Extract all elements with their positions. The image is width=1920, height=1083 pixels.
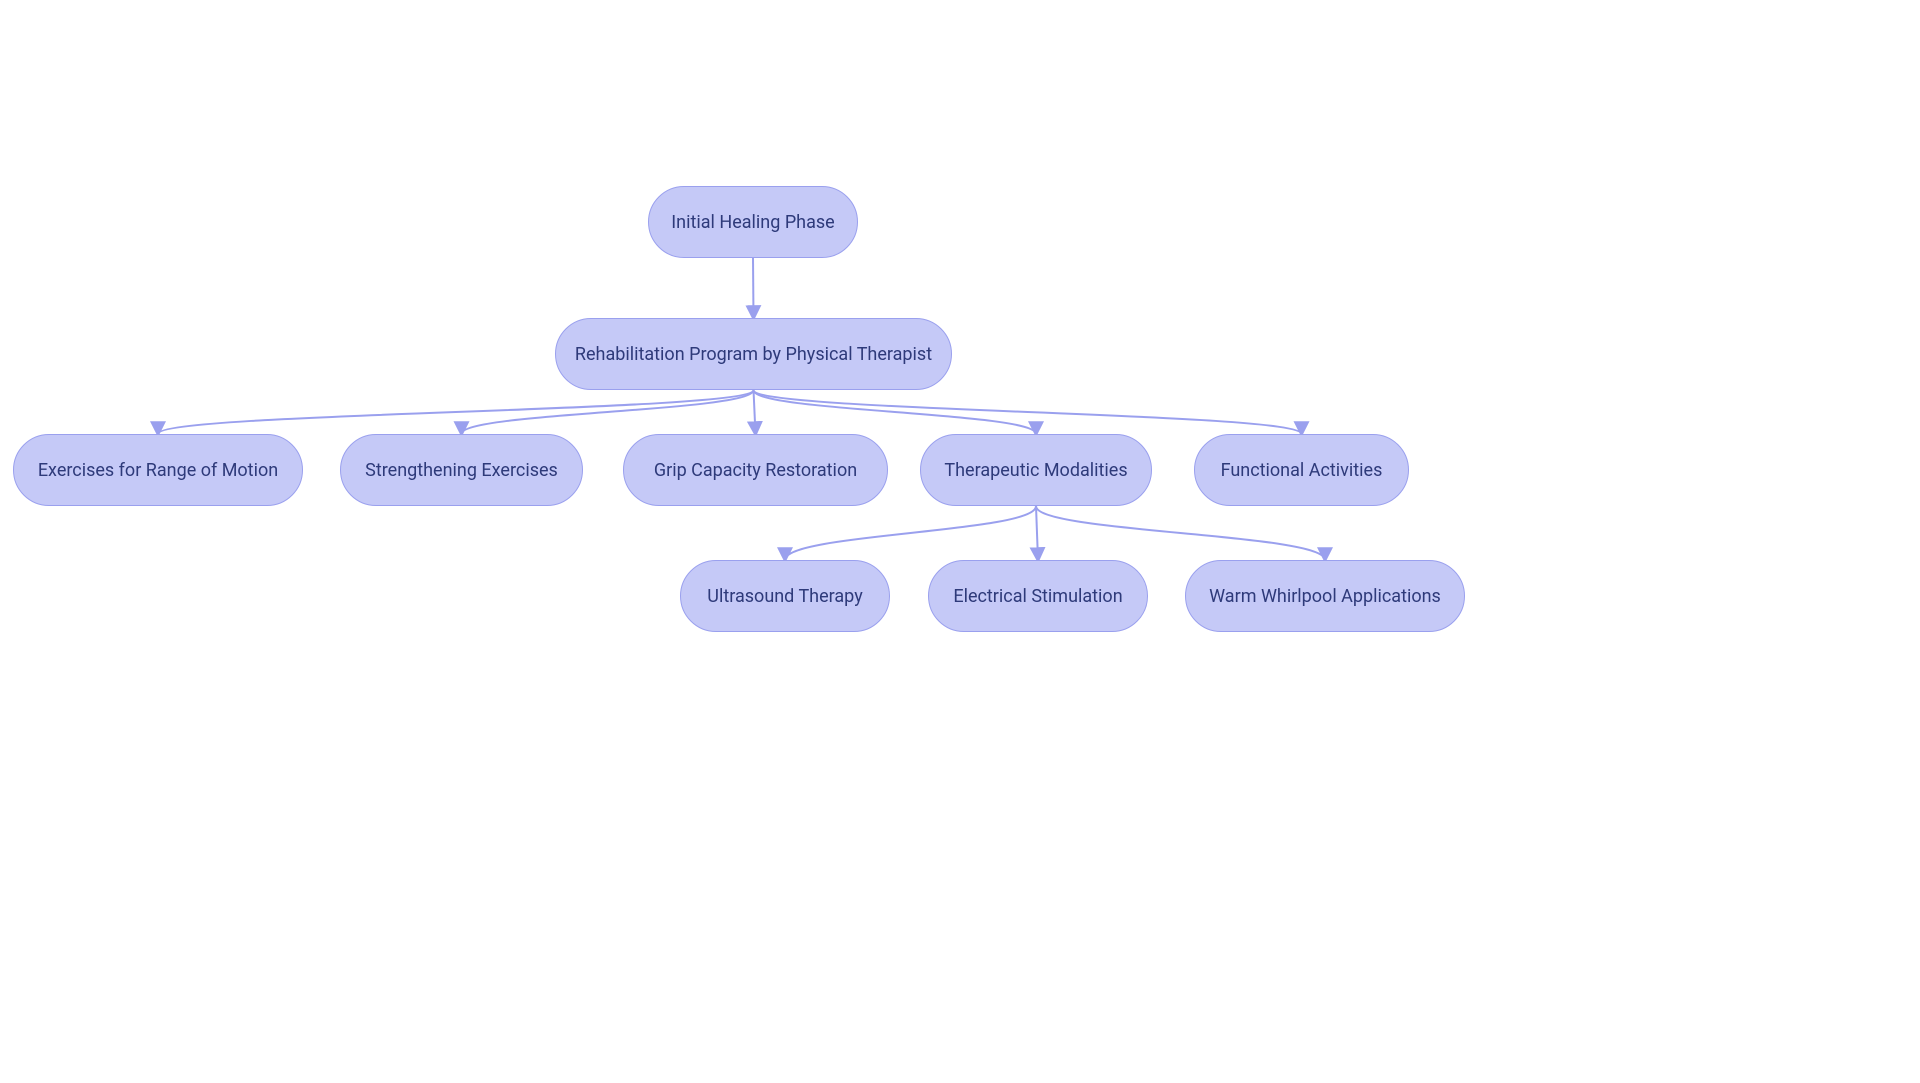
flowchart-edge xyxy=(754,390,1302,434)
flowchart-edge xyxy=(754,390,756,434)
flowchart-edge xyxy=(785,506,1036,560)
node-label: Therapeutic Modalities xyxy=(944,460,1127,481)
node-label: Exercises for Range of Motion xyxy=(38,460,278,481)
flowchart-node: Initial Healing Phase xyxy=(648,186,858,258)
flowchart-node: Electrical Stimulation xyxy=(928,560,1148,632)
edges-layer xyxy=(0,0,1920,1083)
node-label: Strengthening Exercises xyxy=(365,460,558,481)
node-label: Warm Whirlpool Applications xyxy=(1209,586,1441,607)
node-label: Rehabilitation Program by Physical Thera… xyxy=(575,344,932,365)
node-label: Ultrasound Therapy xyxy=(707,586,862,607)
flowchart-node: Therapeutic Modalities xyxy=(920,434,1152,506)
node-label: Electrical Stimulation xyxy=(953,586,1122,607)
flowchart-node: Rehabilitation Program by Physical Thera… xyxy=(555,318,952,390)
flowchart-node: Strengthening Exercises xyxy=(340,434,583,506)
node-label: Initial Healing Phase xyxy=(671,212,834,233)
diagram-canvas: Initial Healing Phase Rehabilitation Prog… xyxy=(0,0,1920,1083)
flowchart-edge xyxy=(1036,506,1038,560)
flowchart-node: Functional Activities xyxy=(1194,434,1409,506)
flowchart-node: Warm Whirlpool Applications xyxy=(1185,560,1465,632)
node-label: Functional Activities xyxy=(1221,460,1383,481)
flowchart-node: Ultrasound Therapy xyxy=(680,560,890,632)
flowchart-edge xyxy=(462,390,754,434)
flowchart-node: Grip Capacity Restoration xyxy=(623,434,888,506)
flowchart-edge xyxy=(1036,506,1325,560)
flowchart-edge xyxy=(753,258,754,318)
node-label: Grip Capacity Restoration xyxy=(654,460,857,481)
flowchart-edge xyxy=(754,390,1037,434)
flowchart-node: Exercises for Range of Motion xyxy=(13,434,303,506)
flowchart-edge xyxy=(158,390,754,434)
